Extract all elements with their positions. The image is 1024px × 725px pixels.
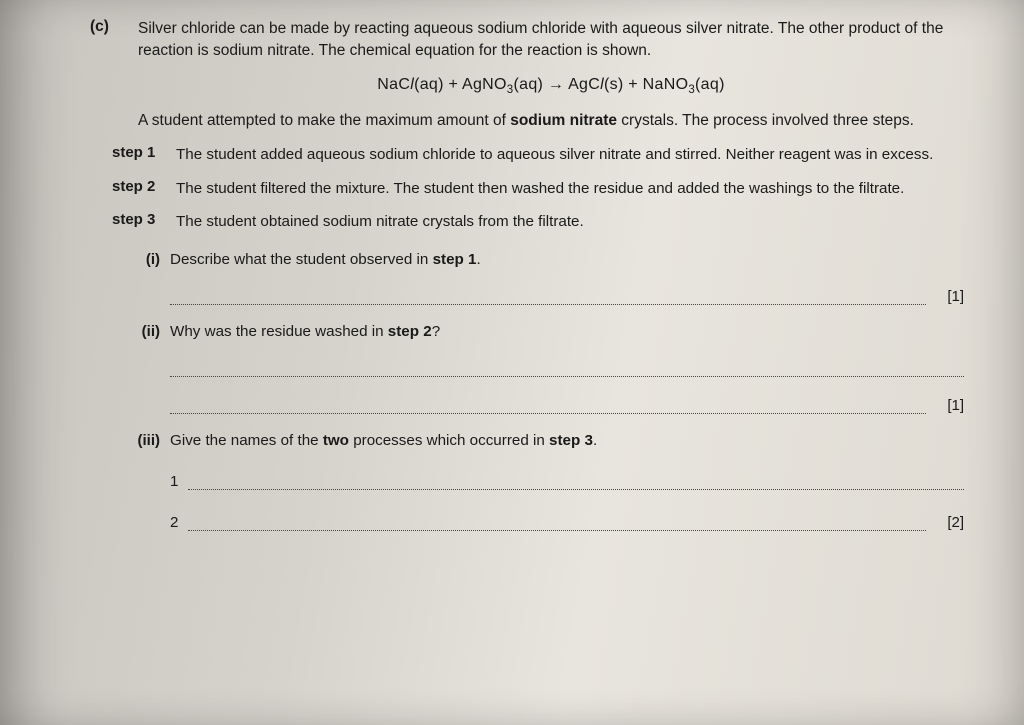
subpart-ii-q-pre: Why was the residue washed in	[170, 323, 388, 340]
subpart-i-label: (i)	[120, 251, 170, 305]
step-3-label: step 3	[112, 211, 176, 233]
step-2-row: step 2 The student filtered the mixture.…	[112, 178, 964, 200]
eq-lhs2-sub: 3	[507, 84, 514, 96]
subpart-i-q-pre: Describe what the student observed in	[170, 251, 433, 268]
exam-page: (c) Silver chloride can be made by react…	[0, 0, 1024, 725]
subpart-ii-answer-line-1[interactable]	[170, 354, 964, 377]
after-eq-bold: sodium nitrate	[510, 112, 617, 129]
subpart-iii-line1-row: 1	[170, 467, 964, 490]
subpart-ii-q-bold: step 2	[388, 323, 432, 340]
step-1-row: step 1 The student added aqueous sodium …	[112, 144, 964, 166]
eq-lhs1-state: (aq)	[414, 76, 444, 93]
after-equation-paragraph: A student attempted to make the maximum …	[138, 110, 964, 132]
eq-lhs2-state: (aq)	[514, 76, 544, 93]
after-eq-text1: A student attempted to make the maximum …	[138, 112, 510, 129]
subpart-iii-q-mid: processes which occurred in	[349, 432, 549, 449]
subpart-iii-q-bold2: step 3	[549, 432, 593, 449]
part-c-row: (c) Silver chloride can be made by react…	[90, 18, 964, 62]
subpart-iii-content: Give the names of the two processes whic…	[170, 432, 964, 531]
step-1-label: step 1	[112, 144, 176, 166]
eq-lhs2a: AgNO	[462, 76, 507, 93]
subpart-ii-marks: [1]	[926, 397, 964, 414]
subpart-iii-marks: [2]	[926, 514, 964, 531]
subpart-i-answer-line[interactable]	[170, 282, 926, 305]
subpart-iii-q-post: .	[593, 432, 597, 449]
subpart-ii-label: (ii)	[120, 323, 170, 414]
eq-rhs1: AgC	[568, 76, 600, 93]
subpart-iii-line1-num: 1	[170, 473, 188, 490]
eq-plus2: +	[624, 76, 643, 93]
chemical-equation: NaCl(aq) + AgNO3(aq) → AgCl(s) + NaNO3(a…	[138, 76, 964, 96]
eq-rhs2a: NaNO	[643, 76, 689, 93]
subpart-i-q-post: .	[476, 251, 480, 268]
subpart-i-q-bold: step 1	[433, 251, 477, 268]
subpart-iii-label: (iii)	[120, 432, 170, 531]
subpart-ii-q-post: ?	[432, 323, 440, 340]
subpart-i-answer-row: [1]	[170, 268, 964, 305]
subpart-i-marks: [1]	[926, 288, 964, 305]
subpart-iii-row: (iii) Give the names of the two processe…	[120, 432, 964, 531]
subpart-iii-answer-line-1[interactable]	[188, 467, 964, 490]
subpart-iii-answer-line-2[interactable]	[188, 508, 926, 531]
subpart-i-content: Describe what the student observed in st…	[170, 251, 964, 305]
eq-plus1: +	[444, 76, 462, 93]
subpart-iii-line2-num: 2	[170, 514, 188, 531]
step-2-label: step 2	[112, 178, 176, 200]
step-3-row: step 3 The student obtained sodium nitra…	[112, 211, 964, 233]
step-3-text: The student obtained sodium nitrate crys…	[176, 211, 964, 233]
step-1-text: The student added aqueous sodium chlorid…	[176, 144, 964, 166]
subpart-i-row: (i) Describe what the student observed i…	[120, 251, 964, 305]
subpart-ii-answer-row-2: [1]	[170, 377, 964, 414]
subpart-iii-line2-row: 2 [2]	[170, 508, 964, 531]
eq-lhs1: NaC	[377, 76, 410, 93]
subpart-ii-content: Why was the residue washed in step 2? [1…	[170, 323, 964, 414]
step-2-text: The student filtered the mixture. The st…	[176, 178, 964, 200]
part-c-label: (c)	[90, 18, 138, 62]
subpart-iii-q-pre: Give the names of the	[170, 432, 323, 449]
subpart-ii-row: (ii) Why was the residue washed in step …	[120, 323, 964, 414]
part-c-intro: Silver chloride can be made by reacting …	[138, 18, 964, 62]
subpart-ii-answer-line-2[interactable]	[170, 391, 926, 414]
eq-arrow: →	[543, 76, 568, 93]
eq-rhs2-state: (aq)	[695, 76, 725, 93]
after-eq-text2: crystals. The process involved three ste…	[617, 112, 914, 129]
subpart-iii-q-bold1: two	[323, 432, 349, 449]
steps-block: step 1 The student added aqueous sodium …	[112, 144, 964, 233]
eq-rhs1-state: (s)	[604, 76, 624, 93]
